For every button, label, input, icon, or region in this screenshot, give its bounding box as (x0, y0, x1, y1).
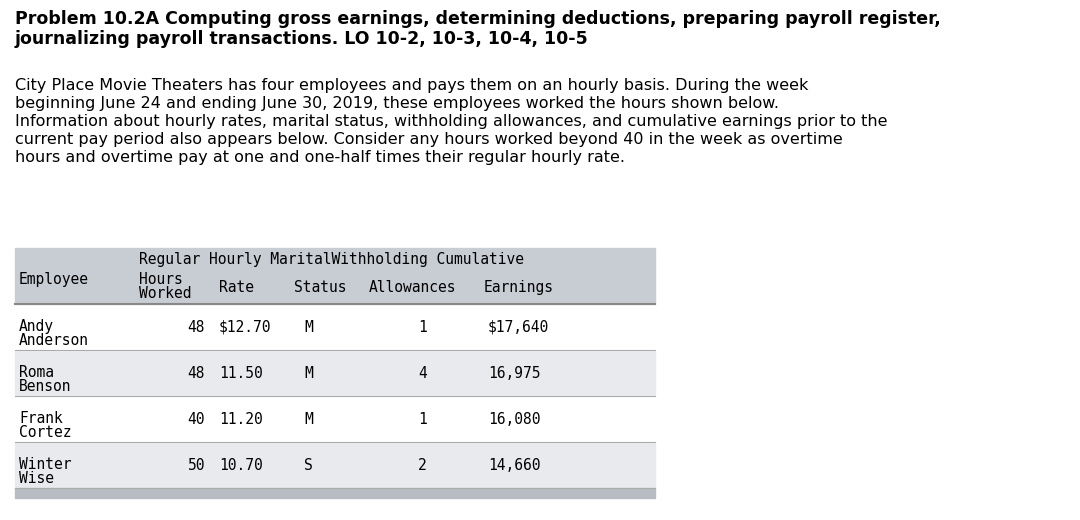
Text: M: M (303, 411, 313, 426)
Text: 16,975: 16,975 (488, 366, 540, 381)
Text: Earnings: Earnings (484, 280, 554, 295)
Bar (15, 350, 654, 396)
Text: 48: 48 (188, 319, 205, 334)
Bar (15, 442, 654, 488)
Text: 10.70: 10.70 (219, 458, 262, 473)
Text: $17,640: $17,640 (488, 319, 550, 334)
Text: Benson: Benson (19, 379, 71, 394)
Text: S: S (303, 458, 313, 473)
Text: 1: 1 (418, 319, 427, 334)
Text: Cortez: Cortez (19, 425, 71, 440)
Text: Andy: Andy (19, 319, 54, 334)
Text: 48: 48 (188, 366, 205, 381)
Text: Winter: Winter (19, 457, 71, 472)
Text: 50: 50 (188, 458, 205, 473)
Text: Status: Status (294, 280, 347, 295)
Text: 14,660: 14,660 (488, 458, 540, 473)
Bar (15, 488, 654, 498)
Text: Frank: Frank (19, 411, 63, 426)
Text: $12.70: $12.70 (219, 319, 271, 334)
Text: Rate: Rate (219, 280, 254, 295)
Text: Information about hourly rates, marital status, withholding allowances, and cumu: Information about hourly rates, marital … (15, 114, 888, 129)
Text: 16,080: 16,080 (488, 411, 540, 426)
Text: City Place Movie Theaters has four employees and pays them on an hourly basis. D: City Place Movie Theaters has four emplo… (15, 78, 808, 93)
Text: Roma: Roma (19, 365, 54, 380)
Text: Employee: Employee (19, 272, 89, 287)
Text: hours and overtime pay at one and one-half times their regular hourly rate.: hours and overtime pay at one and one-ha… (15, 150, 625, 165)
Text: Regular Hourly MaritalWithholding Cumulative: Regular Hourly MaritalWithholding Cumula… (139, 252, 524, 267)
Text: 11.20: 11.20 (219, 411, 262, 426)
Text: journalizing payroll transactions. LO 10-2, 10-3, 10-4, 10-5: journalizing payroll transactions. LO 10… (15, 30, 589, 48)
Text: 1: 1 (418, 411, 427, 426)
Text: 11.50: 11.50 (219, 366, 262, 381)
Text: current pay period also appears below. Consider any hours worked beyond 40 in th: current pay period also appears below. C… (15, 132, 842, 147)
Text: Allowances: Allowances (369, 280, 457, 295)
Text: 2: 2 (418, 458, 427, 473)
Text: beginning June 24 and ending June 30, 2019, these employees worked the hours sho: beginning June 24 and ending June 30, 20… (15, 96, 779, 111)
Text: Hours: Hours (139, 272, 183, 287)
Text: 4: 4 (418, 366, 427, 381)
Text: M: M (303, 366, 313, 381)
Text: 40: 40 (188, 411, 205, 426)
Text: Wise: Wise (19, 471, 54, 486)
Text: M: M (303, 319, 313, 334)
Bar (15, 248, 654, 304)
Text: Anderson: Anderson (19, 333, 89, 348)
Text: Problem 10.2A Computing gross earnings, determining deductions, preparing payrol: Problem 10.2A Computing gross earnings, … (15, 10, 941, 28)
Text: Worked: Worked (139, 286, 191, 301)
